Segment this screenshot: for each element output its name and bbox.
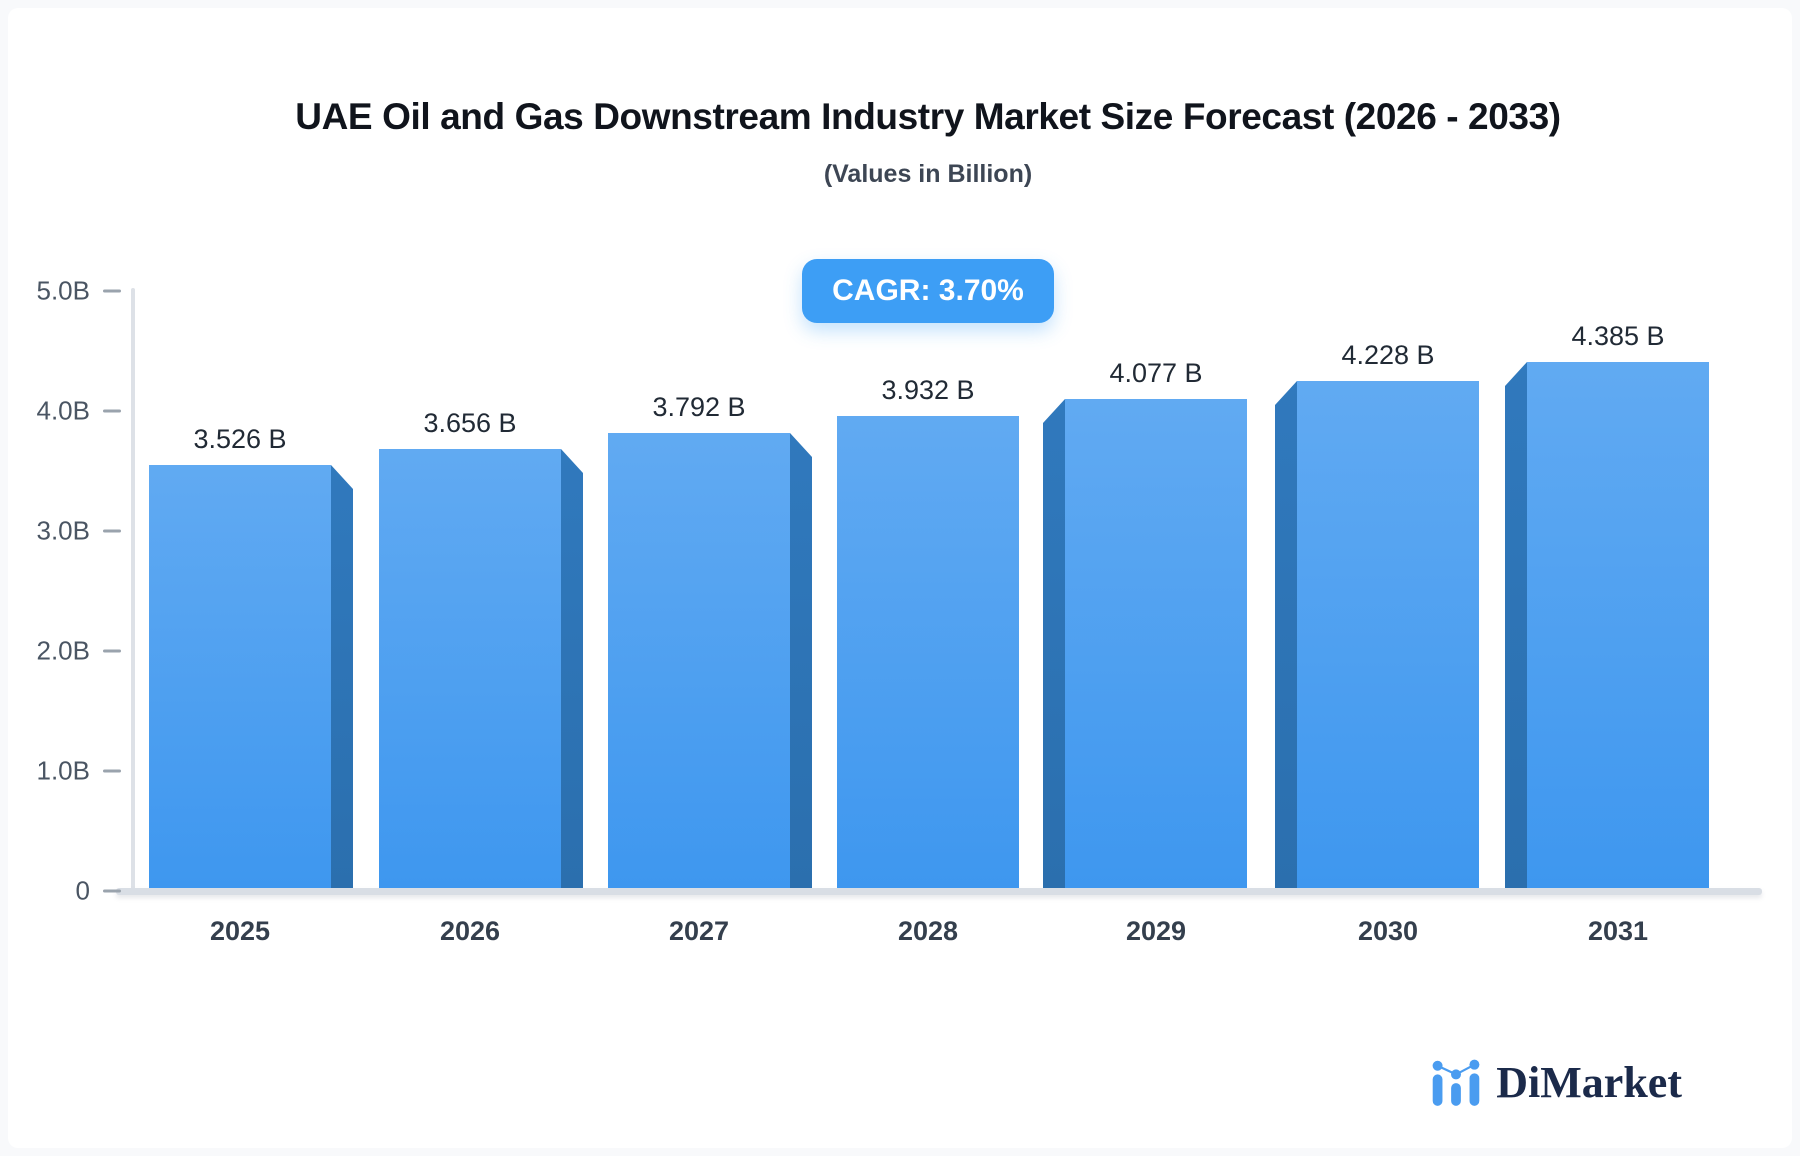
bar-value-label: 4.077 B	[1109, 358, 1203, 388]
y-axis-tick-label: 3.0B	[36, 515, 91, 546]
bar-2025[interactable]	[149, 465, 331, 888]
x-axis-baseline	[116, 888, 1762, 895]
bar-3d-side	[1275, 381, 1297, 888]
bar-2029[interactable]	[1065, 399, 1247, 888]
y-axis-tick-label: 1.0B	[36, 755, 91, 786]
chart-subtitle: (Values in Billion)	[823, 160, 1033, 188]
bar-2031[interactable]	[1527, 362, 1709, 888]
chart-card: UAE Oil and Gas Downstream Industry Mark…	[8, 8, 1792, 1148]
brand-footer: DiMarket	[1430, 1056, 1682, 1108]
x-axis-label-2030: 2030	[1357, 916, 1419, 946]
bar-2030[interactable]	[1297, 381, 1479, 888]
y-axis-tick-label: 5.0B	[36, 275, 91, 306]
bar-value-label: 3.526 B	[193, 424, 287, 454]
cagr-badge: CAGR: 3.70%	[802, 259, 1054, 323]
chart-title: UAE Oil and Gas Downstream Industry Mark…	[295, 96, 1561, 137]
y-axis-tick-mark	[103, 409, 121, 413]
y-axis-tick-label: 2.0B	[36, 635, 91, 666]
bar-value-label: 3.792 B	[652, 392, 746, 422]
x-axis-label-2031: 2031	[1587, 916, 1649, 946]
y-axis-tick-mark	[103, 529, 121, 533]
bar-value-label: 3.656 B	[423, 408, 517, 438]
y-axis-tick-mark	[103, 889, 121, 893]
x-axis-label-2026: 2026	[439, 916, 501, 946]
bar-3d-side	[331, 465, 353, 888]
chart-header: UAE Oil and Gas Downstream Industry Mark…	[8, 8, 1792, 323]
bar-value-label: 4.228 B	[1341, 340, 1435, 370]
bar-value-label: 4.385 B	[1571, 321, 1665, 351]
bar-3d-side	[790, 433, 812, 888]
bar-3d-side	[1043, 399, 1065, 888]
brand-name: DiMarket	[1496, 1057, 1682, 1107]
y-axis-tick-label: 0	[75, 875, 90, 906]
x-axis-label-2028: 2028	[897, 916, 959, 946]
bar-2026[interactable]	[379, 449, 561, 888]
y-axis-tick-mark	[103, 769, 121, 773]
bar-chart-logo-icon	[1430, 1056, 1482, 1108]
bar-2028[interactable]	[837, 416, 1019, 888]
y-axis-tick-label: 4.0B	[36, 395, 91, 426]
y-axis-tick-mark	[103, 289, 121, 293]
x-axis-label-2025: 2025	[209, 916, 271, 946]
y-axis-line	[131, 288, 135, 890]
x-axis-label-2027: 2027	[668, 916, 730, 946]
bar-2027[interactable]	[608, 433, 790, 888]
bar-chart-plot-area: 0 1.0B 2.0B 3.0B 4.0B 5.0B 3.526 B 2025 3.656 B 2…	[8, 8, 1792, 1148]
y-axis-tick-mark	[103, 649, 121, 653]
bar-3d-side	[561, 449, 583, 888]
bar-value-label: 3.932 B	[881, 375, 975, 405]
x-axis-label-2029: 2029	[1125, 916, 1187, 946]
bar-3d-side	[1505, 362, 1527, 888]
